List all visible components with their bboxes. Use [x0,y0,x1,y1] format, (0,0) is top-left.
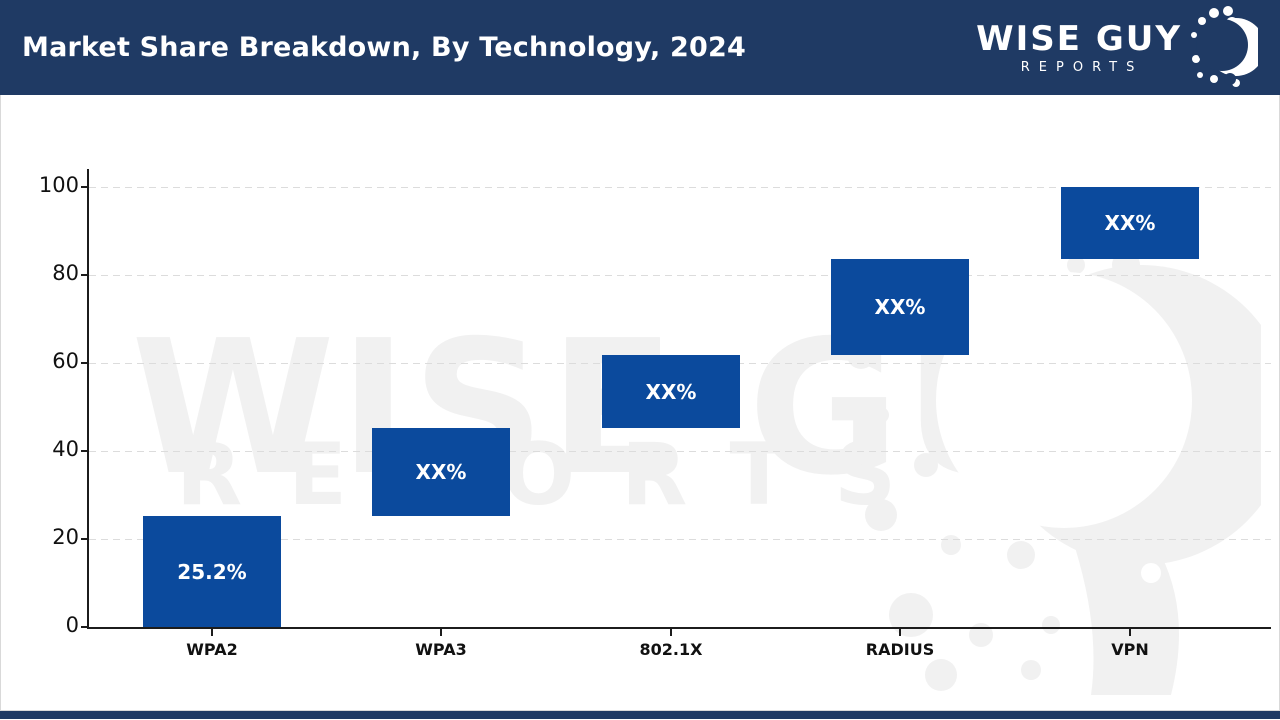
y-axis-tick [81,186,89,188]
x-tick-label: RADIUS [865,640,935,659]
y-axis-tick [81,450,89,452]
x-tick-label: WPA2 [186,640,238,659]
y-tick-label: 100 [38,173,79,197]
x-axis-line [87,627,1271,629]
bar-value-label: XX% [1104,210,1156,235]
y-axis-line [87,169,89,629]
y-axis-tick [81,362,89,364]
bar-segment: XX% [1061,187,1199,259]
y-tick-label: 20 [52,525,79,549]
y-axis-tick [81,274,89,276]
y-tick-label: 40 [52,437,79,461]
x-axis-tick [670,629,672,636]
x-tick-label: VPN [1111,640,1149,659]
x-tick-label: 802.1X [639,640,703,659]
bar-segment: XX% [602,355,740,429]
x-axis-tick [211,629,213,636]
logo-subtitle: REPORTS [1020,59,1144,75]
logo-wordmark: WISE GUY REPORTS [976,22,1182,74]
y-tick-label: 0 [65,613,79,637]
y-tick-label: 80 [52,261,79,285]
x-axis-tick [440,629,442,636]
brand-logo: WISE GUY REPORTS [976,5,1258,91]
watermark-subtext: REPORTS [176,425,943,525]
bar-segment: XX% [831,258,969,356]
x-axis-tick [1129,629,1131,636]
y-axis-tick [81,626,89,628]
header: Market Share Breakdown, By Technology, 2… [0,0,1280,95]
logo-name: WISE GUY [976,18,1182,59]
y-tick-label: 60 [52,349,79,373]
chart-area: WISE GUY REPORTS 0 20 40 60 80 100 25.2% XX% XX%… [0,95,1280,711]
bar-value-label: 25.2% [177,559,247,584]
gridline [89,187,1271,188]
bar-segment: 25.2% [143,516,281,627]
logo-face-icon [1191,5,1258,87]
bar-value-label: XX% [645,379,697,404]
x-axis-tick [899,629,901,636]
x-tick-label: WPA3 [415,640,467,659]
gridline [89,275,1271,276]
page-title: Market Share Breakdown, By Technology, 2… [22,32,747,63]
bar-value-label: XX% [415,460,467,485]
bar-segment: XX% [372,428,510,517]
bar-value-label: XX% [874,294,926,319]
y-axis-tick [81,538,89,540]
gridline [89,451,1271,452]
footer-bar [0,711,1280,719]
gridline [89,539,1271,540]
